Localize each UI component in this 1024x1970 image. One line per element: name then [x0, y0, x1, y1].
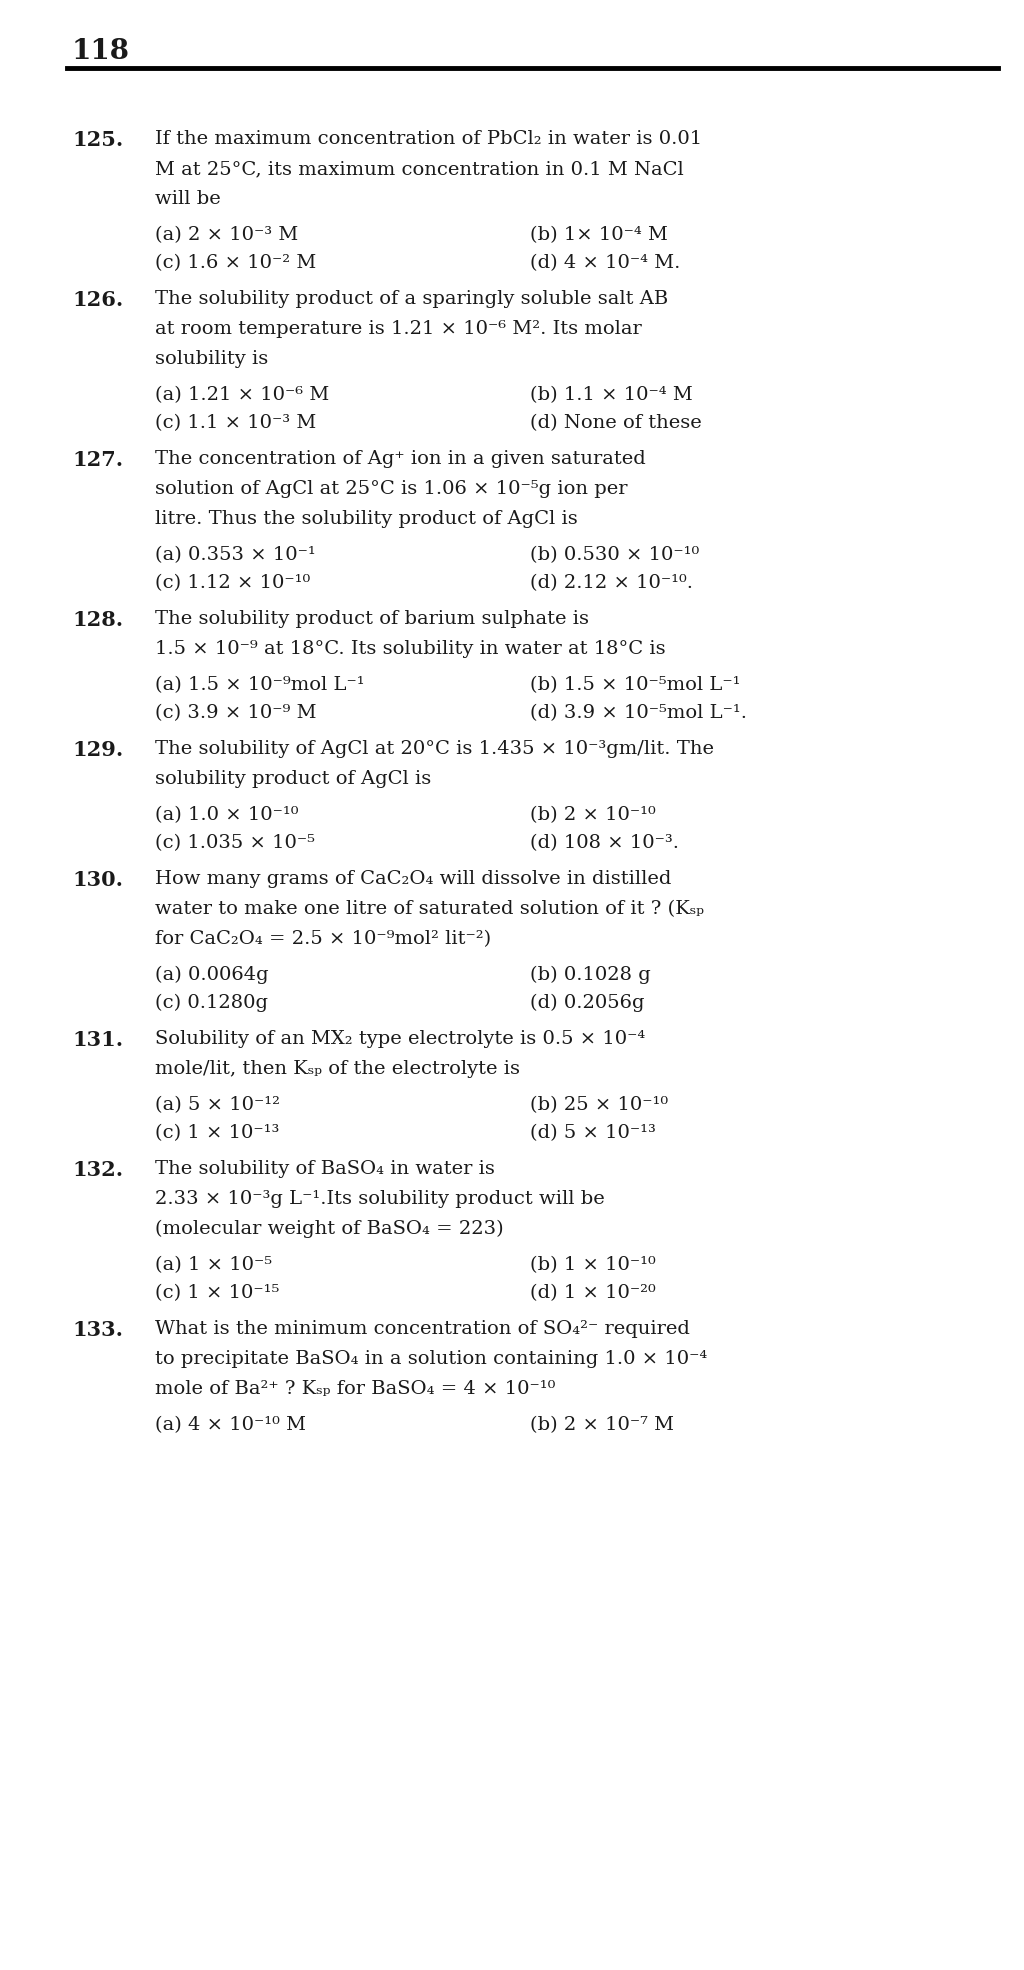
Text: (b) 25 × 10⁻¹⁰: (b) 25 × 10⁻¹⁰: [530, 1095, 668, 1113]
Text: (a) 1.5 × 10⁻⁹mol L⁻¹: (a) 1.5 × 10⁻⁹mol L⁻¹: [155, 676, 365, 693]
Text: (a) 5 × 10⁻¹²: (a) 5 × 10⁻¹²: [155, 1095, 280, 1113]
Text: (d) 1 × 10⁻²⁰: (d) 1 × 10⁻²⁰: [530, 1284, 655, 1302]
Text: (c) 1 × 10⁻¹³: (c) 1 × 10⁻¹³: [155, 1125, 280, 1143]
Text: (b) 1 × 10⁻¹⁰: (b) 1 × 10⁻¹⁰: [530, 1257, 655, 1275]
Text: (a) 4 × 10⁻¹⁰ M: (a) 4 × 10⁻¹⁰ M: [155, 1416, 306, 1434]
Text: (c) 1.035 × 10⁻⁵: (c) 1.035 × 10⁻⁵: [155, 833, 315, 851]
Text: Solubility of an MX₂ type electrolyte is 0.5 × 10⁻⁴: Solubility of an MX₂ type electrolyte is…: [155, 1030, 645, 1048]
Text: mole/lit, then Kₛₚ of the electrolyte is: mole/lit, then Kₛₚ of the electrolyte is: [155, 1060, 520, 1078]
Text: (c) 0.1280g: (c) 0.1280g: [155, 995, 268, 1013]
Text: solubility product of AgCl is: solubility product of AgCl is: [155, 770, 431, 788]
Text: (d) 5 × 10⁻¹³: (d) 5 × 10⁻¹³: [530, 1125, 656, 1143]
Text: (d) None of these: (d) None of these: [530, 414, 701, 431]
Text: (c) 1.12 × 10⁻¹⁰: (c) 1.12 × 10⁻¹⁰: [155, 573, 310, 593]
Text: (d) 2.12 × 10⁻¹⁰.: (d) 2.12 × 10⁻¹⁰.: [530, 573, 693, 593]
Text: If the maximum concentration of PbCl₂ in water is 0.01: If the maximum concentration of PbCl₂ in…: [155, 130, 702, 148]
Text: 2.33 × 10⁻³g L⁻¹.Its solubility product will be: 2.33 × 10⁻³g L⁻¹.Its solubility product …: [155, 1190, 605, 1208]
Text: How many grams of CaC₂O₄ will dissolve in distilled: How many grams of CaC₂O₄ will dissolve i…: [155, 871, 672, 888]
Text: (d) 3.9 × 10⁻⁵mol L⁻¹.: (d) 3.9 × 10⁻⁵mol L⁻¹.: [530, 703, 746, 721]
Text: (a) 0.353 × 10⁻¹: (a) 0.353 × 10⁻¹: [155, 546, 315, 563]
Text: (d) 4 × 10⁻⁴ M.: (d) 4 × 10⁻⁴ M.: [530, 254, 680, 272]
Text: (a) 1 × 10⁻⁵: (a) 1 × 10⁻⁵: [155, 1257, 272, 1275]
Text: What is the minimum concentration of SO₄²⁻ required: What is the minimum concentration of SO₄…: [155, 1320, 690, 1338]
Text: (d) 108 × 10⁻³.: (d) 108 × 10⁻³.: [530, 833, 679, 851]
Text: solubility is: solubility is: [155, 351, 268, 368]
Text: (c) 3.9 × 10⁻⁹ M: (c) 3.9 × 10⁻⁹ M: [155, 703, 316, 721]
Text: (b) 1.5 × 10⁻⁵mol L⁻¹: (b) 1.5 × 10⁻⁵mol L⁻¹: [530, 676, 740, 693]
Text: 129.: 129.: [72, 741, 123, 760]
Text: (c) 1 × 10⁻¹⁵: (c) 1 × 10⁻¹⁵: [155, 1284, 280, 1302]
Text: (c) 1.6 × 10⁻² M: (c) 1.6 × 10⁻² M: [155, 254, 316, 272]
Text: 130.: 130.: [72, 871, 123, 890]
Text: (b) 0.530 × 10⁻¹⁰: (b) 0.530 × 10⁻¹⁰: [530, 546, 699, 563]
Text: will be: will be: [155, 189, 221, 209]
Text: (a) 1.0 × 10⁻¹⁰: (a) 1.0 × 10⁻¹⁰: [155, 806, 299, 823]
Text: (b) 1.1 × 10⁻⁴ M: (b) 1.1 × 10⁻⁴ M: [530, 386, 693, 404]
Text: 131.: 131.: [72, 1030, 123, 1050]
Text: water to make one litre of saturated solution of it ? (Kₛₚ: water to make one litre of saturated sol…: [155, 900, 705, 918]
Text: at room temperature is 1.21 × 10⁻⁶ M². Its molar: at room temperature is 1.21 × 10⁻⁶ M². I…: [155, 319, 642, 339]
Text: (d) 0.2056g: (d) 0.2056g: [530, 995, 644, 1013]
Text: 1.5 × 10⁻⁹ at 18°C. Its solubility in water at 18°C is: 1.5 × 10⁻⁹ at 18°C. Its solubility in wa…: [155, 640, 666, 658]
Text: to precipitate BaSO₄ in a solution containing 1.0 × 10⁻⁴: to precipitate BaSO₄ in a solution conta…: [155, 1349, 708, 1367]
Text: The solubility of AgCl at 20°C is 1.435 × 10⁻³gm/lit. The: The solubility of AgCl at 20°C is 1.435 …: [155, 741, 714, 758]
Text: 133.: 133.: [72, 1320, 123, 1340]
Text: (a) 2 × 10⁻³ M: (a) 2 × 10⁻³ M: [155, 227, 298, 244]
Text: (b) 1× 10⁻⁴ M: (b) 1× 10⁻⁴ M: [530, 227, 668, 244]
Text: The concentration of Ag⁺ ion in a given saturated: The concentration of Ag⁺ ion in a given …: [155, 449, 646, 469]
Text: (b) 2 × 10⁻¹⁰: (b) 2 × 10⁻¹⁰: [530, 806, 655, 823]
Text: mole of Ba²⁺ ? Kₛₚ for BaSO₄ = 4 × 10⁻¹⁰: mole of Ba²⁺ ? Kₛₚ for BaSO₄ = 4 × 10⁻¹⁰: [155, 1381, 555, 1399]
Text: (a) 1.21 × 10⁻⁶ M: (a) 1.21 × 10⁻⁶ M: [155, 386, 330, 404]
Text: (a) 0.0064g: (a) 0.0064g: [155, 965, 268, 985]
Text: M at 25°C, its maximum concentration in 0.1 M NaCl: M at 25°C, its maximum concentration in …: [155, 160, 684, 177]
Text: 125.: 125.: [72, 130, 123, 150]
Text: The solubility product of a sparingly soluble salt AB: The solubility product of a sparingly so…: [155, 290, 669, 307]
Text: litre. Thus the solubility product of AgCl is: litre. Thus the solubility product of Ag…: [155, 510, 578, 528]
Text: 127.: 127.: [72, 449, 123, 471]
Text: (b) 2 × 10⁻⁷ M: (b) 2 × 10⁻⁷ M: [530, 1416, 674, 1434]
Text: The solubility of BaSO₄ in water is: The solubility of BaSO₄ in water is: [155, 1160, 495, 1178]
Text: The solubility product of barium sulphate is: The solubility product of barium sulphat…: [155, 611, 589, 628]
Text: 128.: 128.: [72, 611, 123, 630]
Text: 126.: 126.: [72, 290, 123, 309]
Text: for CaC₂O₄ = 2.5 × 10⁻⁹mol² lit⁻²): for CaC₂O₄ = 2.5 × 10⁻⁹mol² lit⁻²): [155, 930, 492, 948]
Text: 132.: 132.: [72, 1160, 123, 1180]
Text: (b) 0.1028 g: (b) 0.1028 g: [530, 965, 650, 985]
Text: (c) 1.1 × 10⁻³ M: (c) 1.1 × 10⁻³ M: [155, 414, 316, 431]
Text: 118: 118: [72, 37, 130, 65]
Text: (molecular weight of BaSO₄ = 223): (molecular weight of BaSO₄ = 223): [155, 1219, 504, 1239]
Text: solution of AgCl at 25°C is 1.06 × 10⁻⁵g ion per: solution of AgCl at 25°C is 1.06 × 10⁻⁵g…: [155, 481, 628, 498]
